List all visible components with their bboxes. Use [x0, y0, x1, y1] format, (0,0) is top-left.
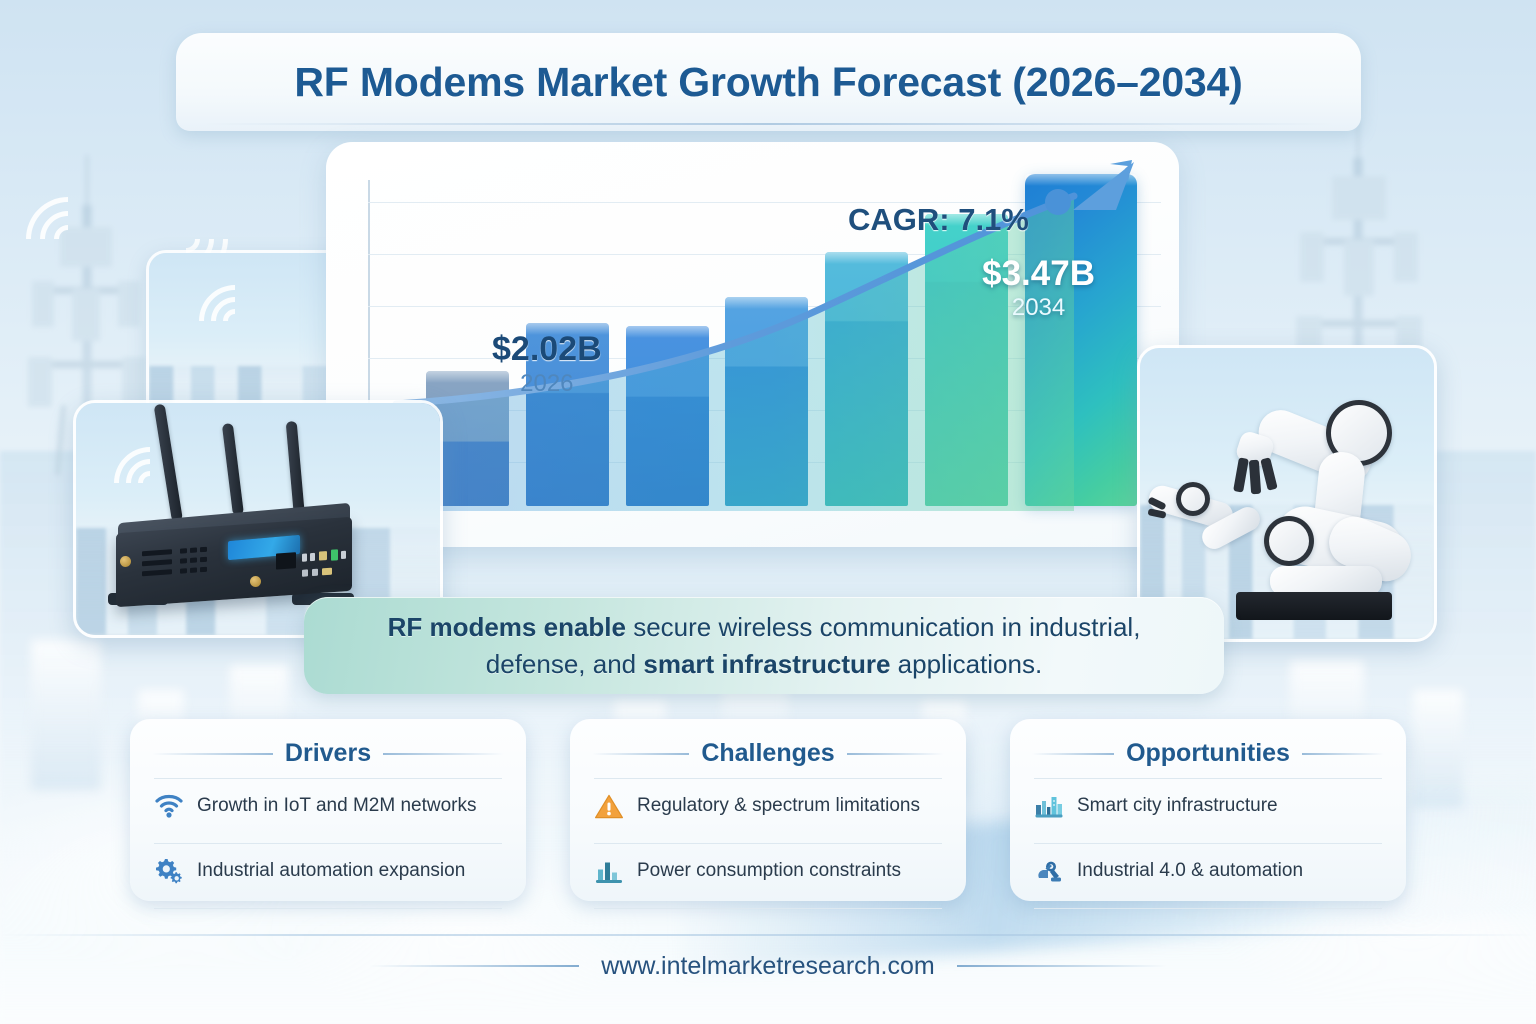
divider-right [1301, 752, 1385, 755]
divider-right [383, 752, 505, 755]
card-drivers-header: Drivers [152, 739, 505, 768]
summary-banner: RF modems enable secure wireless communi… [304, 597, 1224, 694]
card-divider [594, 778, 942, 779]
card-challenges-header: Challenges [592, 739, 944, 768]
list-item[interactable]: Industrial automation expansion [152, 844, 504, 898]
chart-gridline [368, 254, 1161, 255]
divider-left [152, 752, 273, 755]
bar-chart-icon [594, 856, 624, 886]
list-item[interactable]: Growth in IoT and M2M networks [152, 779, 504, 833]
signal-waves-left-icon [8, 179, 140, 299]
start-value-label: $2.02B 2026 [492, 332, 602, 398]
trend-arrow-icon [1045, 160, 1134, 216]
list-item-label: Power consumption constraints [637, 860, 902, 881]
card-challenges[interactable]: Challenges Regulatory & spectrum limitat… [570, 719, 966, 909]
footer-url[interactable]: www.intelmarketresearch.com [601, 951, 935, 980]
list-item-label: Regulatory & spectrum limitations [637, 795, 920, 816]
list-item[interactable]: Industrial 4.0 & automation [1032, 844, 1384, 898]
growth-chart-card: $2.02B 2026 $3.47B 2034 CAGR: 7.1% [326, 142, 1179, 547]
chart-trend-line [392, 192, 1078, 511]
footer-line-left [369, 965, 580, 967]
gears-icon [154, 856, 184, 886]
divider-right [846, 752, 944, 755]
banner-line-2-b: applications. [890, 648, 1043, 679]
banner-line-1-bold: RF modems enable [387, 611, 626, 642]
card-divider [1034, 778, 1382, 779]
page-title: RF Modems Market Growth Forecast (2026–2… [294, 58, 1243, 105]
card-divider [594, 843, 942, 844]
city-skyline-icon [1034, 791, 1064, 821]
industrial-robot-arm-photo [1137, 345, 1437, 642]
card-drivers[interactable]: Drivers Growth in IoT and M2M networks [130, 719, 526, 909]
insight-cards: Drivers Growth in IoT and M2M networks [130, 719, 1406, 909]
card-divider [1034, 908, 1382, 909]
robot-arms [1140, 348, 1434, 639]
divider-left [592, 752, 690, 755]
modem-hardware [100, 403, 368, 613]
list-item-label: Industrial automation expansion [197, 860, 466, 881]
footer-top-rule [0, 934, 1536, 936]
banner-line-2-a: defense, and [485, 648, 644, 679]
banner-line-1-rest: secure wireless communication in industr… [625, 611, 1141, 642]
list-item-label: Growth in IoT and M2M networks [197, 795, 477, 816]
end-value-text: $3.47B [982, 254, 1095, 293]
end-year-text: 2034 [1011, 294, 1066, 321]
start-value-text: $2.02B [492, 330, 602, 368]
banner-line-2: defense, and smart infrastructure applic… [486, 646, 1042, 683]
card-divider [1034, 843, 1382, 844]
cagr-label: CAGR: 7.1% [848, 202, 1029, 237]
card-drivers-title: Drivers [284, 739, 372, 767]
warning-triangle-icon [594, 791, 624, 821]
list-item-label: Industrial 4.0 & automation [1077, 860, 1304, 881]
start-year-text: 2026 [520, 370, 574, 397]
rf-modem-device-photo [73, 400, 443, 638]
footer-line-right [956, 965, 1167, 967]
card-opportunities-header: Opportunities [1032, 739, 1385, 768]
card-divider [594, 908, 942, 909]
card-divider [154, 843, 502, 844]
list-item[interactable]: Smart city infrastructure [1032, 779, 1384, 833]
banner-line-2-bold: smart infrastructure [643, 648, 891, 679]
cell-tower-left-icon [22, 155, 152, 476]
cell-tower-right-icon [1288, 120, 1428, 450]
title-underline [204, 123, 1333, 125]
wifi-icon [154, 791, 184, 821]
card-divider [154, 908, 502, 909]
end-value-label: $3.47B 2034 [982, 256, 1095, 322]
card-opportunities[interactable]: Opportunities Smart city infrastructure [1010, 719, 1406, 909]
list-item[interactable]: Regulatory & spectrum limitations [592, 779, 944, 833]
list-item[interactable]: Power consumption constraints [592, 844, 944, 898]
card-opportunities-title: Opportunities [1126, 739, 1290, 767]
footer: www.intelmarketresearch.com [0, 940, 1536, 992]
list-item-label: Smart city infrastructure [1077, 795, 1278, 816]
chart-plot-area: $2.02B 2026 $3.47B 2034 CAGR: 7.1% [368, 160, 1161, 511]
title-bar: RF Modems Market Growth Forecast (2026–2… [176, 33, 1361, 131]
chart-gridline [368, 202, 1161, 203]
chart-y-axis [368, 180, 370, 511]
card-challenges-title: Challenges [701, 739, 835, 767]
card-divider [154, 778, 502, 779]
divider-left [1032, 752, 1115, 755]
robot-arm-icon [1034, 856, 1064, 886]
banner-line-1: RF modems enable secure wireless communi… [388, 609, 1141, 646]
